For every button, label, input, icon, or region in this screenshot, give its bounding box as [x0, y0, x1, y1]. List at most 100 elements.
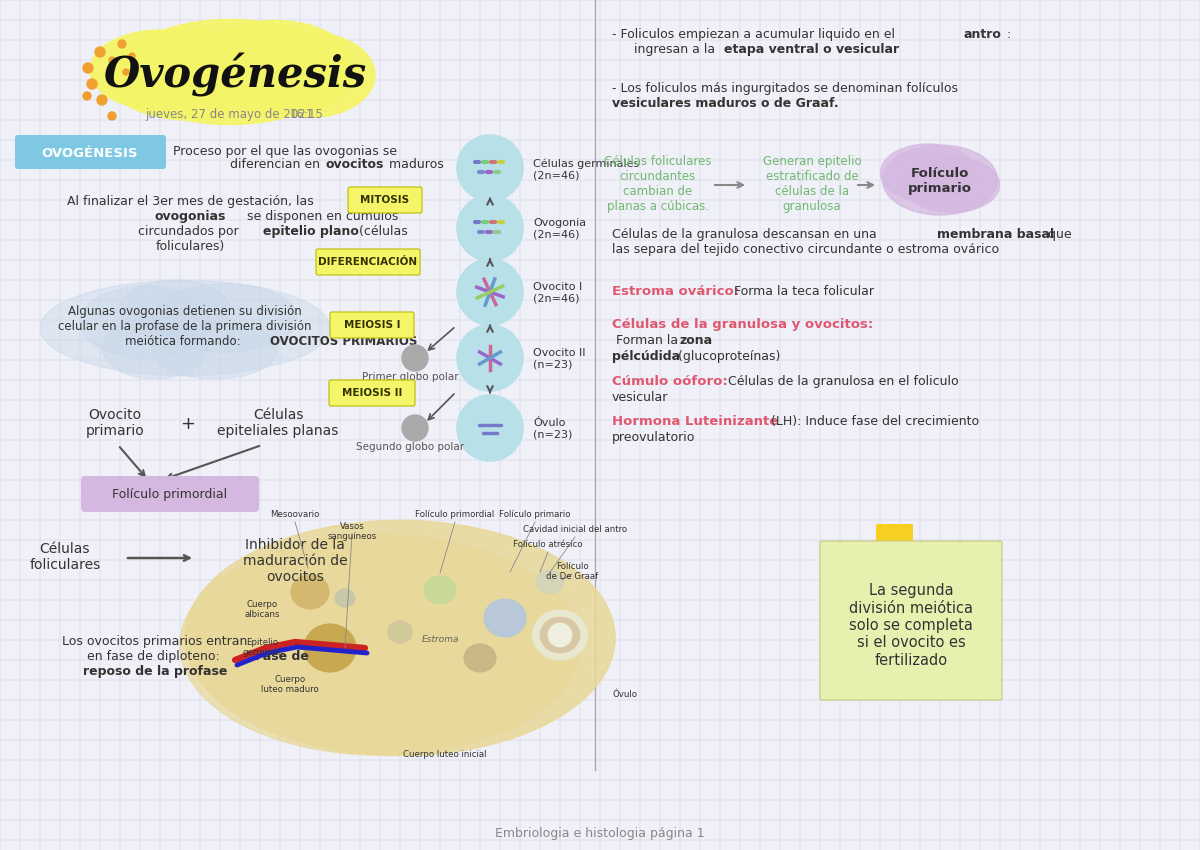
FancyBboxPatch shape [820, 541, 1002, 700]
Text: (células: (células [355, 225, 408, 238]
Ellipse shape [245, 32, 374, 117]
Text: etapa ventral o vesicular: etapa ventral o vesicular [724, 43, 899, 56]
Text: Ovocito II
(n=23): Ovocito II (n=23) [533, 348, 586, 370]
Text: que: que [1044, 228, 1072, 241]
Circle shape [457, 259, 523, 325]
Text: Forman la: Forman la [612, 334, 682, 347]
FancyBboxPatch shape [329, 380, 415, 406]
Text: Folículo
de De Graaf: Folículo de De Graaf [546, 562, 598, 581]
Text: diferencian en: diferencian en [230, 158, 324, 171]
Text: OVOGÉNESIS: OVOGÉNESIS [42, 146, 138, 160]
Text: :: : [1007, 28, 1012, 41]
Text: ingresan a la: ingresan a la [634, 43, 719, 56]
Circle shape [124, 69, 130, 75]
Text: antro: antro [964, 28, 1002, 41]
Text: Cúmulo oóforo:: Cúmulo oóforo: [612, 375, 727, 388]
Ellipse shape [905, 157, 1000, 212]
Text: Células foliculares
circundantes
cambian de
planas a cúbicas.: Células foliculares circundantes cambian… [605, 155, 712, 213]
Text: Cuerpo
albicans: Cuerpo albicans [245, 600, 280, 620]
Circle shape [95, 47, 106, 57]
Circle shape [109, 57, 115, 63]
Text: ovocitos: ovocitos [325, 158, 383, 171]
Circle shape [457, 325, 523, 391]
Text: maduros: maduros [385, 158, 444, 171]
Text: Estroma ovárico:: Estroma ovárico: [612, 285, 739, 298]
Circle shape [548, 623, 572, 647]
FancyBboxPatch shape [330, 312, 414, 338]
Text: +: + [180, 415, 196, 433]
Text: - Foliculos empiezan a acumular liquido en el: - Foliculos empiezan a acumular liquido … [612, 28, 899, 41]
Text: OVOCITOS PRIMARIOS: OVOCITOS PRIMARIOS [270, 335, 418, 348]
Ellipse shape [180, 535, 580, 755]
Text: jueves, 27 de mayo de 2021: jueves, 27 de mayo de 2021 [145, 108, 313, 121]
Text: vesiculares maduros o de Graaf.: vesiculares maduros o de Graaf. [612, 97, 839, 110]
Circle shape [83, 92, 91, 100]
Text: Células de la granulosa en el foliculo: Células de la granulosa en el foliculo [724, 375, 959, 388]
Text: Óvulo
(n=23): Óvulo (n=23) [533, 418, 572, 439]
Text: MEIOSIS II: MEIOSIS II [342, 388, 402, 398]
Text: celular en la profase de la primera división: celular en la profase de la primera divi… [59, 320, 312, 333]
Circle shape [83, 63, 94, 73]
Ellipse shape [388, 621, 413, 643]
Text: Mesoovario: Mesoovario [270, 510, 319, 519]
Circle shape [97, 95, 107, 105]
Ellipse shape [484, 599, 526, 637]
FancyBboxPatch shape [82, 476, 259, 512]
Text: Folículo primario: Folículo primario [499, 510, 571, 519]
Text: las separa del tejido conectivo circundante o estroma ovárico: las separa del tejido conectivo circunda… [612, 243, 1000, 256]
Text: Ovocito I
(2n=46): Ovocito I (2n=46) [533, 282, 582, 303]
Ellipse shape [152, 321, 277, 379]
Text: Ovocito
primario: Ovocito primario [85, 408, 144, 439]
Text: Primer globo polar: Primer globo polar [361, 372, 458, 382]
Ellipse shape [304, 624, 356, 672]
Text: Proceso por el que las ovogonias se: Proceso por el que las ovogonias se [173, 145, 397, 158]
Circle shape [402, 415, 428, 441]
Text: Segundo globo polar: Segundo globo polar [356, 442, 464, 452]
Text: Fase de: Fase de [256, 650, 308, 663]
Text: 16:15: 16:15 [290, 108, 324, 121]
Text: Estroma: Estroma [421, 636, 458, 644]
Text: Células
foliculares: Células foliculares [29, 542, 101, 572]
Text: (LH): Induce fase del crecimiento: (LH): Induce fase del crecimiento [767, 415, 979, 428]
Text: se disponen en cúmulos: se disponen en cúmulos [242, 210, 398, 223]
Circle shape [88, 79, 97, 89]
Ellipse shape [152, 284, 298, 352]
Circle shape [118, 40, 126, 48]
FancyBboxPatch shape [876, 524, 913, 548]
Circle shape [457, 395, 523, 461]
Text: Óvulo: Óvulo [612, 690, 637, 699]
Text: en fase de diploteno:: en fase de diploteno: [86, 650, 223, 663]
Text: Folículo primordial: Folículo primordial [113, 488, 228, 501]
Ellipse shape [464, 644, 496, 672]
Text: Células de la granulosa descansan en una: Células de la granulosa descansan en una [612, 228, 881, 241]
Circle shape [402, 345, 428, 371]
FancyBboxPatch shape [316, 249, 420, 275]
Text: Algunas ovogonias detienen su división: Algunas ovogonias detienen su división [68, 305, 302, 318]
Text: Cuerpo
luteo maduro: Cuerpo luteo maduro [262, 675, 319, 694]
Text: reposo de la profase: reposo de la profase [83, 665, 227, 678]
Text: Al finalizar el 3er mes de gestación, las: Al finalizar el 3er mes de gestación, la… [67, 195, 313, 208]
Text: Hormona Luteinizante: Hormona Luteinizante [612, 415, 779, 428]
Ellipse shape [194, 20, 355, 116]
Text: MITOSIS: MITOSIS [360, 195, 409, 205]
FancyBboxPatch shape [14, 135, 166, 169]
Text: La segunda
división meiótica
solo se completa
si el ovocito es
fertilizado: La segunda división meiótica solo se com… [850, 583, 973, 668]
Text: Folículo primordial: Folículo primordial [415, 510, 494, 519]
Text: Vasos
sanguíneos: Vasos sanguíneos [328, 522, 377, 541]
Circle shape [457, 195, 523, 261]
Text: Folículo
primario: Folículo primario [908, 167, 972, 195]
Ellipse shape [292, 575, 329, 609]
Ellipse shape [106, 30, 275, 120]
Text: ovogonias: ovogonias [155, 210, 226, 223]
Text: Células germinales
(2n=46): Células germinales (2n=46) [533, 158, 640, 180]
Circle shape [108, 112, 116, 120]
Text: Ovogonia
(2n=46): Ovogonia (2n=46) [533, 218, 586, 240]
Ellipse shape [120, 20, 340, 124]
Ellipse shape [882, 145, 997, 215]
Text: membrana basal: membrana basal [937, 228, 1054, 241]
Ellipse shape [120, 280, 230, 340]
Ellipse shape [185, 520, 616, 756]
FancyBboxPatch shape [348, 187, 422, 213]
Text: vesicular: vesicular [612, 391, 668, 404]
Text: MEIOSIS I: MEIOSIS I [343, 320, 401, 330]
